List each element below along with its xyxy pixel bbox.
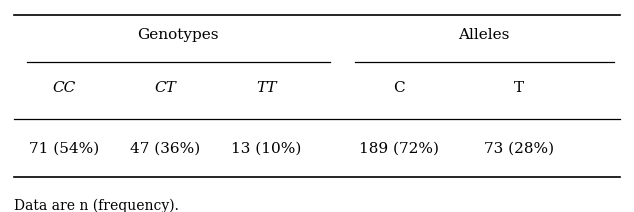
- Text: 73 (28%): 73 (28%): [484, 142, 554, 156]
- Text: Alleles: Alleles: [458, 28, 510, 42]
- Text: C: C: [393, 81, 405, 95]
- Text: 189 (72%): 189 (72%): [359, 142, 439, 156]
- Text: 47 (36%): 47 (36%): [131, 142, 200, 156]
- Text: 71 (54%): 71 (54%): [29, 142, 100, 156]
- Text: CT: CT: [155, 81, 176, 95]
- Text: TT: TT: [256, 81, 277, 95]
- Text: T: T: [514, 81, 524, 95]
- Text: CC: CC: [53, 81, 76, 95]
- Text: Data are n (frequency).: Data are n (frequency).: [14, 198, 179, 212]
- Text: 13 (10%): 13 (10%): [231, 142, 302, 156]
- Text: Genotypes: Genotypes: [138, 28, 219, 42]
